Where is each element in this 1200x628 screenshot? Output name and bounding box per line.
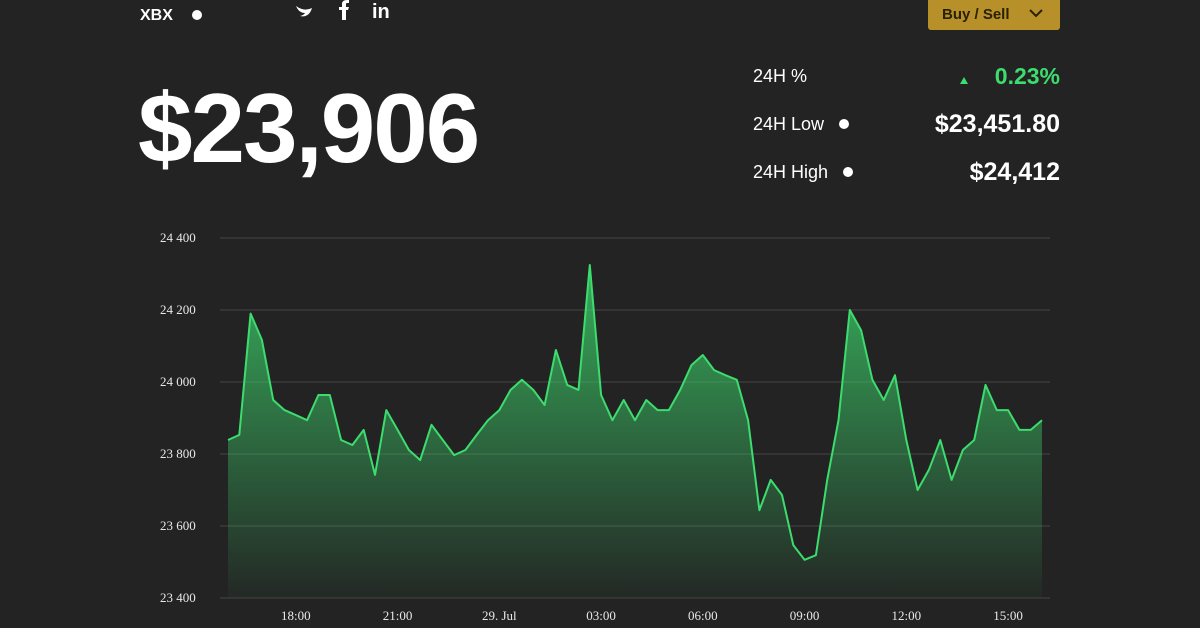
stat-label: 24H Low (753, 114, 825, 134)
x-tick-label: 03:00 (586, 608, 616, 623)
y-tick-label: 24 400 (160, 230, 196, 245)
chevron (1029, 9, 1043, 18)
x-tick-label: 09:00 (790, 608, 820, 623)
icon (192, 10, 202, 20)
x-tick-label: 21:00 (383, 608, 413, 623)
line (227, 264, 1043, 561)
x-tick-label: 15:00 (993, 608, 1023, 623)
x-tick-label: 29. Jul (482, 608, 517, 623)
stat-value: $24,412 (970, 158, 1060, 186)
y-tick-label: 24 000 (160, 374, 196, 389)
up-arrow (960, 77, 968, 84)
area (228, 265, 1042, 598)
stat-label: 24H % (753, 66, 807, 86)
price: $23,906 (138, 73, 478, 183)
x-tick-label: 12:00 (892, 608, 922, 623)
ticker: XBX (140, 7, 173, 24)
y-tick-label: 23 600 (160, 518, 196, 533)
info-icon[interactable] (843, 167, 853, 177)
stat-value: 0.23% (995, 63, 1060, 89)
chart: 23 400 23 600 23 800 24 000 24 200 24 400 18:0… (160, 230, 1050, 623)
info-icon[interactable] (839, 119, 849, 129)
linkedin-icon[interactable]: in (372, 1, 390, 23)
stat-label: 24H High (753, 162, 828, 182)
social-icons[interactable]: in (296, 0, 390, 23)
buy-sell-button[interactable] (928, 0, 1060, 30)
y-tick-label: 24 200 (160, 302, 196, 317)
x-tick-label: 06:00 (688, 608, 718, 623)
stat-value: $23,451.80 (935, 110, 1060, 138)
y-tick-label: 23 400 (160, 590, 196, 605)
twitter-icon[interactable] (296, 6, 312, 17)
x-tick-label: 18:00 (281, 608, 311, 623)
buy-sell-label[interactable]: Buy / Sell (942, 6, 1010, 23)
y-tick-label: 23 800 (160, 446, 196, 461)
facebook-icon[interactable] (339, 0, 349, 20)
